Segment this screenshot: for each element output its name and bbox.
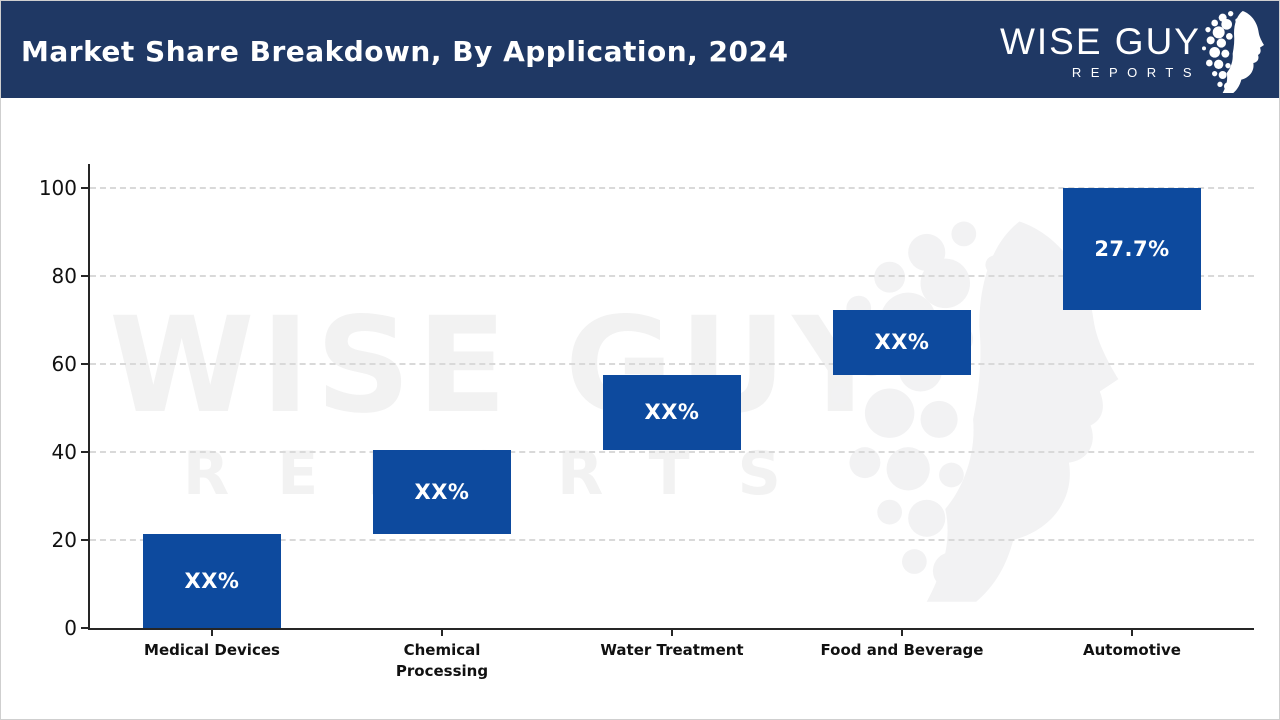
bar-food-and-beverage: XX% [833, 309, 971, 375]
x-tick-label-medical-devices: Medical Devices [144, 641, 280, 659]
bar-value-label-chemical-processing: XX% [414, 479, 470, 504]
bar-water-treatment: XX% [603, 375, 741, 450]
x-tick-mark-food-and-beverage [901, 630, 903, 636]
x-tick-mark-medical-devices [211, 630, 213, 636]
header-bar: Market Share Breakdown, By Application, … [1, 1, 1279, 98]
wiseguy-logo-subtitle: REPORTS [1071, 65, 1201, 80]
y-tick-label-0: 0 [64, 616, 77, 640]
x-tick-mark-automotive [1131, 630, 1133, 636]
y-tick-mark-20 [81, 539, 89, 541]
x-tick-mark-chemical-processing [441, 630, 443, 636]
x-tick-mark-water-treatment [671, 630, 673, 636]
page-title: Market Share Breakdown, By Application, … [21, 35, 789, 68]
x-tick-label-automotive: Automotive [1083, 641, 1181, 659]
bar-value-label-medical-devices: XX% [184, 568, 240, 593]
watermark-wiseguy-text: WISE GUY [109, 289, 895, 443]
y-tick-label-100: 100 [38, 176, 77, 200]
bar-chemical-processing: XX% [373, 449, 511, 534]
x-tick-label-water-treatment: Water Treatment [600, 641, 744, 659]
gridline-40 [90, 451, 1254, 453]
gridline-100 [90, 187, 1254, 189]
y-axis-line [88, 164, 90, 630]
y-tick-mark-0 [81, 627, 89, 629]
wiseguy-face-icon [1202, 11, 1264, 93]
y-tick-label-60: 60 [51, 352, 77, 376]
wiseguy-logo-text: WISE GUY REPORTS [999, 21, 1201, 81]
y-tick-mark-40 [81, 451, 89, 453]
x-axis-line [88, 628, 1254, 630]
wiseguy-logo-name: WISE GUY [999, 21, 1201, 62]
x-tick-label-chemical-processing: Chemical Processing [395, 641, 489, 680]
bar-value-label-automotive: 27.7% [1094, 236, 1170, 261]
y-tick-mark-80 [81, 275, 89, 277]
wiseguy-logo: WISE GUY REPORTS [1000, 7, 1269, 95]
gridline-60 [90, 363, 1254, 365]
bar-value-label-food-and-beverage: XX% [874, 330, 930, 355]
y-tick-mark-100 [81, 187, 89, 189]
x-tick-label-food-and-beverage: Food and Beverage [820, 641, 984, 659]
bar-medical-devices: XX% [143, 533, 281, 628]
y-tick-label-80: 80 [51, 264, 77, 288]
bar-automotive: 27.7% [1063, 188, 1201, 310]
gridline-20 [90, 539, 1254, 541]
y-tick-label-20: 20 [51, 528, 77, 552]
bar-value-label-water-treatment: XX% [644, 400, 700, 425]
y-tick-label-40: 40 [51, 440, 77, 464]
gridline-80 [90, 275, 1254, 277]
y-tick-mark-60 [81, 363, 89, 365]
